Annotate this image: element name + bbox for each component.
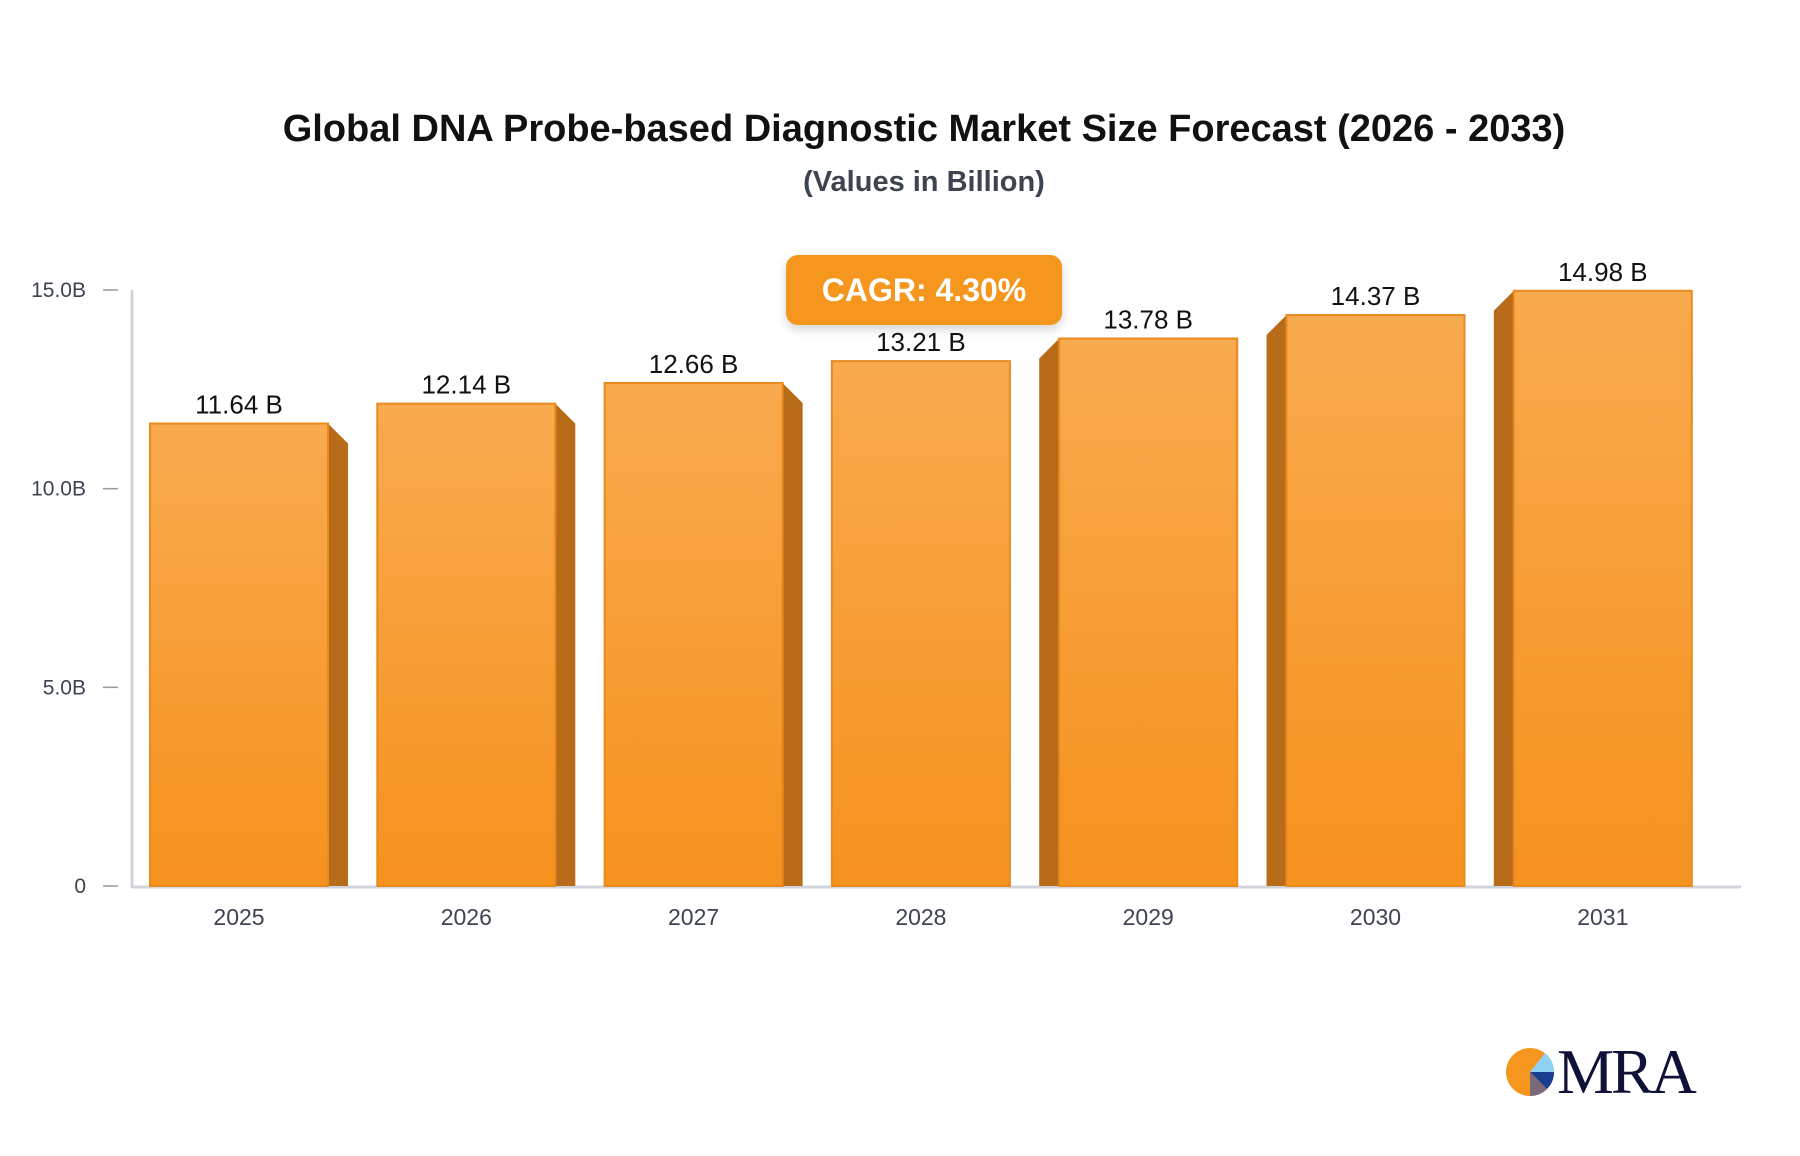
chart-title: Global DNA Probe-based Diagnostic Market…	[282, 108, 1566, 150]
x-tick-label: 2029	[1123, 904, 1174, 930]
x-tick-label: 2030	[1350, 904, 1401, 930]
chart-subtitle: (Values in Billion)	[803, 166, 1045, 198]
bar-side	[1493, 290, 1514, 886]
x-tick-label: 2026	[441, 904, 492, 930]
x-tick-label: 2031	[1577, 904, 1628, 930]
x-tick-label: 2025	[213, 904, 264, 930]
y-tick-label: 15.0B	[31, 279, 86, 302]
x-tick-label: 2028	[895, 904, 946, 930]
bar-side	[555, 403, 576, 886]
bar-side	[782, 382, 803, 886]
bar-side	[328, 423, 348, 886]
data-label: 12.66 B	[649, 349, 739, 379]
y-tick-label: 0	[74, 875, 86, 898]
mra-logo: MRA	[1505, 1036, 1697, 1107]
bar-2029	[1058, 337, 1239, 887]
y-tick-label: 10.0B	[31, 478, 86, 501]
data-label: 13.78 B	[1103, 304, 1193, 334]
pie-logo-icon	[1506, 1048, 1555, 1097]
bar-side	[1266, 315, 1287, 887]
cagr-badge: CAGR: 4.30%	[786, 255, 1062, 325]
bar-2030	[1285, 314, 1466, 888]
bar-side	[1039, 338, 1060, 886]
x-tick-label: 2027	[668, 904, 719, 930]
data-label: 14.98 B	[1558, 257, 1648, 287]
data-label: 12.14 B	[421, 370, 511, 400]
bar-2031	[1512, 289, 1693, 887]
data-label: 13.21 B	[876, 327, 966, 357]
y-tick-label: 5.0B	[43, 676, 86, 699]
bar-2028	[830, 360, 1011, 887]
data-label: 11.64 B	[195, 390, 283, 420]
bar-2027	[603, 381, 784, 887]
logo-text: MRA	[1557, 1036, 1697, 1107]
bar-2026	[376, 402, 557, 887]
data-label: 14.37 B	[1331, 281, 1421, 311]
bar-2025	[149, 422, 329, 887]
